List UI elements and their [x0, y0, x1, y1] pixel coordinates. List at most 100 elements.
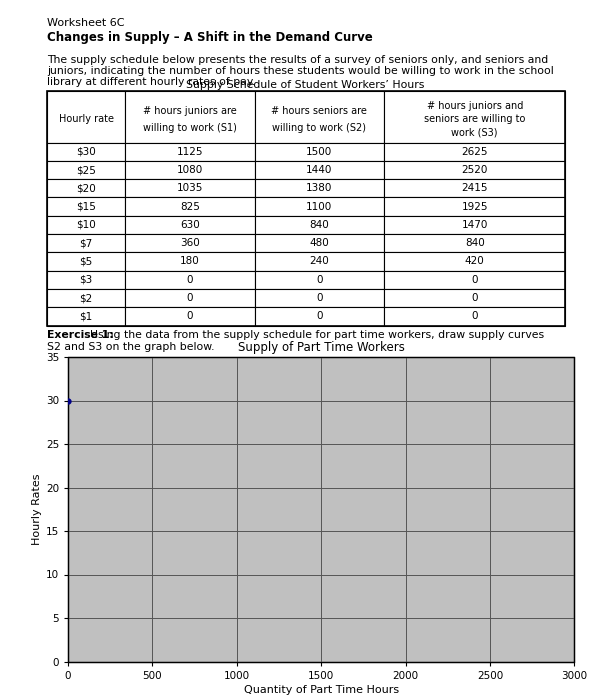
- Text: juniors, indicating the number of hours these students would be willing to work : juniors, indicating the number of hours …: [47, 66, 554, 76]
- Text: 0: 0: [186, 275, 193, 285]
- Text: 2520: 2520: [462, 165, 488, 175]
- Text: S2 and S3 on the graph below.: S2 and S3 on the graph below.: [47, 342, 215, 352]
- Bar: [255, 161, 384, 179]
- Text: 0: 0: [186, 312, 193, 321]
- Text: 1100: 1100: [306, 202, 333, 211]
- Bar: [255, 91, 384, 143]
- Bar: [125, 307, 255, 326]
- Text: willing to work (S2): willing to work (S2): [272, 122, 366, 133]
- Bar: [47, 161, 125, 179]
- Text: 1125: 1125: [176, 147, 203, 157]
- Bar: [125, 179, 255, 197]
- Bar: [47, 234, 125, 252]
- Text: 1470: 1470: [462, 220, 488, 230]
- Bar: [125, 216, 255, 234]
- Bar: [47, 252, 125, 271]
- Text: 1925: 1925: [461, 202, 488, 211]
- Bar: [125, 289, 255, 307]
- Bar: [125, 91, 255, 143]
- Bar: [255, 197, 384, 216]
- Text: $5: $5: [79, 256, 93, 267]
- Bar: [255, 252, 384, 271]
- Text: 0: 0: [316, 293, 323, 303]
- Text: 1080: 1080: [176, 165, 203, 175]
- Text: 630: 630: [180, 220, 200, 230]
- Bar: [255, 271, 384, 289]
- Text: work (S3): work (S3): [452, 127, 498, 137]
- Bar: [47, 289, 125, 307]
- Text: # hours seniors are: # hours seniors are: [271, 106, 367, 116]
- Text: 0: 0: [316, 275, 323, 285]
- Bar: [125, 143, 255, 161]
- Text: library at different hourly rates of pay.: library at different hourly rates of pay…: [47, 77, 256, 87]
- Title: Supply of Part Time Workers: Supply of Part Time Workers: [238, 342, 404, 354]
- Text: 2625: 2625: [461, 147, 488, 157]
- Bar: [125, 271, 255, 289]
- Bar: [384, 216, 565, 234]
- Bar: [384, 91, 565, 143]
- Bar: [384, 289, 565, 307]
- Text: $10: $10: [76, 220, 96, 230]
- Bar: [255, 307, 384, 326]
- Text: $7: $7: [79, 238, 93, 248]
- Bar: [47, 271, 125, 289]
- Text: 2415: 2415: [461, 183, 488, 193]
- Bar: [255, 216, 384, 234]
- Bar: [68, 357, 574, 662]
- Text: 0: 0: [316, 312, 323, 321]
- Bar: [125, 197, 255, 216]
- Text: 420: 420: [465, 256, 485, 267]
- Bar: [384, 161, 565, 179]
- Text: Supply Schedule of Student Workers’ Hours: Supply Schedule of Student Workers’ Hour…: [186, 80, 424, 90]
- Text: 360: 360: [180, 238, 200, 248]
- Bar: [384, 234, 565, 252]
- Bar: [125, 252, 255, 271]
- Bar: [384, 143, 565, 161]
- Text: 0: 0: [186, 293, 193, 303]
- Text: # hours juniors and: # hours juniors and: [426, 102, 523, 111]
- Bar: [255, 289, 384, 307]
- Bar: [47, 179, 125, 197]
- Text: $20: $20: [76, 183, 96, 193]
- Text: seniors are willing to: seniors are willing to: [424, 114, 525, 124]
- Bar: [384, 179, 565, 197]
- Text: $3: $3: [79, 275, 93, 285]
- Text: 1380: 1380: [306, 183, 333, 193]
- Bar: [125, 234, 255, 252]
- Bar: [47, 216, 125, 234]
- Bar: [47, 143, 125, 161]
- Bar: [384, 271, 565, 289]
- Text: 0: 0: [471, 275, 478, 285]
- Bar: [47, 197, 125, 216]
- Text: 0: 0: [471, 312, 478, 321]
- Bar: [255, 179, 384, 197]
- Text: 180: 180: [180, 256, 200, 267]
- Text: $1: $1: [79, 312, 93, 321]
- Text: $30: $30: [76, 147, 96, 157]
- Text: 1440: 1440: [306, 165, 333, 175]
- Bar: [384, 307, 565, 326]
- Text: $15: $15: [76, 202, 96, 211]
- Y-axis label: Hourly Rates: Hourly Rates: [31, 473, 41, 545]
- Text: 1035: 1035: [176, 183, 203, 193]
- X-axis label: Quantity of Part Time Hours: Quantity of Part Time Hours: [243, 685, 399, 694]
- Bar: [384, 252, 565, 271]
- Bar: [47, 307, 125, 326]
- Text: $2: $2: [79, 293, 93, 303]
- Text: 0: 0: [471, 293, 478, 303]
- Text: willing to work (S1): willing to work (S1): [143, 122, 237, 133]
- Bar: [47, 91, 125, 143]
- Text: 825: 825: [180, 202, 200, 211]
- Text: # hours juniors are: # hours juniors are: [143, 106, 237, 116]
- Bar: [255, 143, 384, 161]
- Text: Hourly rate: Hourly rate: [59, 114, 114, 124]
- Text: 1500: 1500: [306, 147, 333, 157]
- Bar: [255, 234, 384, 252]
- Text: 480: 480: [310, 238, 329, 248]
- Text: 840: 840: [465, 238, 485, 248]
- Bar: [384, 197, 565, 216]
- Text: 840: 840: [310, 220, 329, 230]
- Text: 240: 240: [310, 256, 329, 267]
- Text: Exercise 1:: Exercise 1:: [47, 330, 114, 340]
- Text: Changes in Supply – A Shift in the Demand Curve: Changes in Supply – A Shift in the Deman…: [47, 32, 373, 45]
